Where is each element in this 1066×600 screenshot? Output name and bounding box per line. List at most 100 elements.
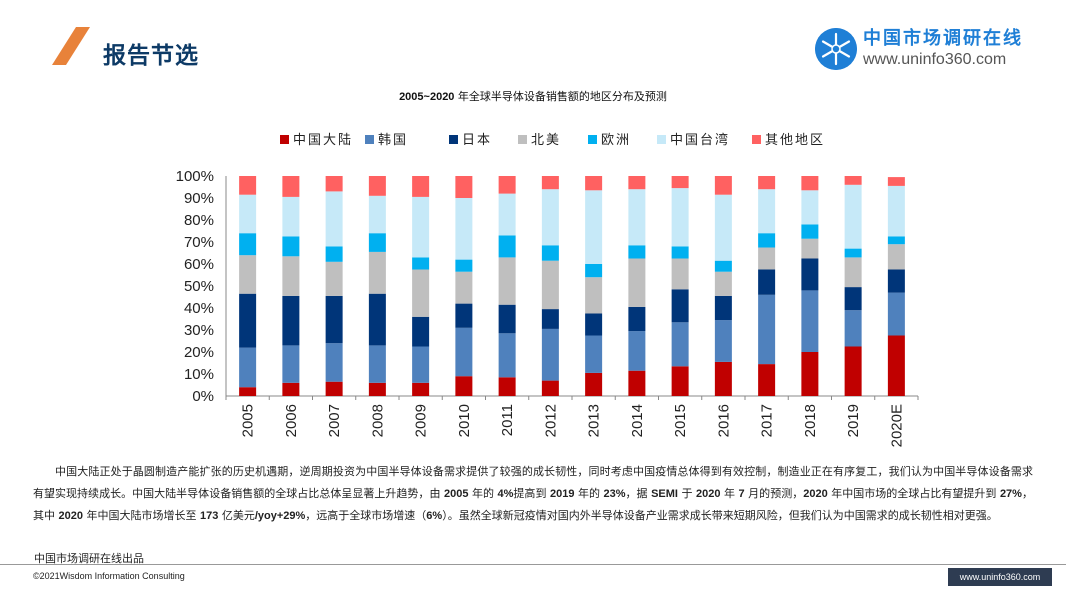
bar-segment [541, 176, 559, 190]
bar-segment [758, 233, 776, 248]
bar-segment [282, 345, 300, 383]
bar-segment [844, 310, 862, 347]
bar-segment [758, 294, 776, 365]
bar-segment [239, 387, 257, 396]
x-tick-label: 2008 [369, 404, 386, 437]
bar-segment [325, 191, 343, 247]
legend-label: 中国台湾 [670, 132, 730, 148]
bar-segment [585, 277, 603, 314]
bar-segment [628, 189, 646, 246]
legend-label: 欧洲 [601, 133, 631, 148]
bar-segment [671, 246, 689, 259]
legend-swatch [588, 135, 597, 144]
y-tick-label: 30% [184, 322, 214, 339]
bar-segment [585, 335, 603, 373]
x-tick-label: 2014 [629, 404, 646, 437]
stacked-bar-chart: 0% 10% 20% 30% 40% 50% 60% 70% 80% 90% 100% 2005 200… [176, 132, 919, 447]
bar-segment [628, 245, 646, 259]
x-tick-label: 2012 [542, 404, 559, 437]
y-tick-label: 80% [184, 212, 214, 229]
legend-label: 其他地区 [765, 133, 825, 148]
brand-logo[interactable]: 中国市场调研在线 www.uninfo360.com [815, 28, 1023, 70]
bar-segment [801, 258, 819, 291]
bar-segment [498, 304, 516, 334]
bar-segment [325, 343, 343, 382]
bar-segment [671, 322, 689, 367]
bar-segment [282, 236, 300, 257]
x-tick-label: 2013 [586, 404, 603, 437]
bar-segment [714, 260, 732, 272]
y-tick-label: 100% [176, 168, 214, 185]
bar-segment [412, 269, 430, 317]
bar-segment [628, 258, 646, 307]
bar-segment [325, 261, 343, 296]
bar-segment [887, 335, 905, 396]
bar-segment [671, 188, 689, 247]
bar-segment [455, 327, 473, 377]
bar-segment [325, 176, 343, 192]
bar-segment [412, 382, 430, 396]
bar-segment [844, 176, 862, 185]
snowflake-logo-icon [815, 28, 857, 70]
legend-swatch [752, 135, 761, 144]
bar-segment [541, 189, 559, 246]
bar-segment [412, 176, 430, 197]
bar-segment [671, 289, 689, 323]
x-tick-label: 2005 [240, 404, 257, 437]
x-tick-label: 2018 [802, 404, 819, 437]
bar-segment [368, 251, 386, 294]
page-title: 报告节选 [103, 43, 199, 69]
bar-segment [412, 316, 430, 347]
bar-segment [887, 269, 905, 293]
bar-segment [628, 306, 646, 332]
bar-segment [844, 248, 862, 258]
bar-segment [368, 233, 386, 252]
x-tick-label: 2016 [715, 404, 732, 437]
bar-segment [887, 177, 905, 186]
legend-label: 中国大陆 [293, 132, 353, 148]
chart-title-text: 年全球半导体设备销售额的地区分布及预测 [454, 90, 667, 103]
bar-segment [541, 260, 559, 310]
bar-segment [541, 328, 559, 381]
chart-title-years: 2005~2020 [399, 91, 455, 103]
bar-segment [628, 331, 646, 371]
x-tick-label: 2007 [326, 404, 343, 437]
accent-slash-icon [52, 27, 90, 65]
bar-segment [801, 238, 819, 259]
y-tick-label: 0% [192, 388, 214, 405]
bar-segment [368, 176, 386, 196]
bar-segment [368, 293, 386, 346]
bar-segment [368, 195, 386, 234]
bar-segment [844, 287, 862, 311]
y-tick-label: 50% [184, 278, 214, 295]
bar-segment [455, 198, 473, 260]
legend-swatch [657, 135, 666, 144]
bar-segment [758, 189, 776, 234]
legend-label: 北美 [531, 133, 561, 148]
y-tick-label: 60% [184, 256, 214, 273]
legend-swatch [518, 135, 527, 144]
bar-segment [368, 345, 386, 383]
producer-label: 中国市场调研在线出品 [34, 552, 144, 565]
bar-segment [412, 257, 430, 270]
legend-label: 韩国 [378, 133, 408, 148]
bar-segment [239, 293, 257, 348]
bar-segment [671, 176, 689, 189]
bar-segment [887, 244, 905, 270]
bar-segment [368, 382, 386, 396]
footer-url-link[interactable]: www.uninfo360.com [948, 568, 1052, 586]
bar-segment [239, 255, 257, 294]
bar-segment [498, 193, 516, 236]
bar-segment [801, 190, 819, 225]
bar-segment [455, 303, 473, 328]
bar-segment [844, 257, 862, 288]
bar-segment [714, 295, 732, 321]
bar-segment [714, 194, 732, 261]
bar-segment [498, 333, 516, 378]
bar-segment [887, 236, 905, 245]
bar-segment [801, 224, 819, 239]
x-tick-label: 2010 [456, 404, 473, 437]
bar-segment [844, 346, 862, 396]
bar-segment [758, 364, 776, 396]
x-tick-label: 2011 [499, 404, 516, 436]
